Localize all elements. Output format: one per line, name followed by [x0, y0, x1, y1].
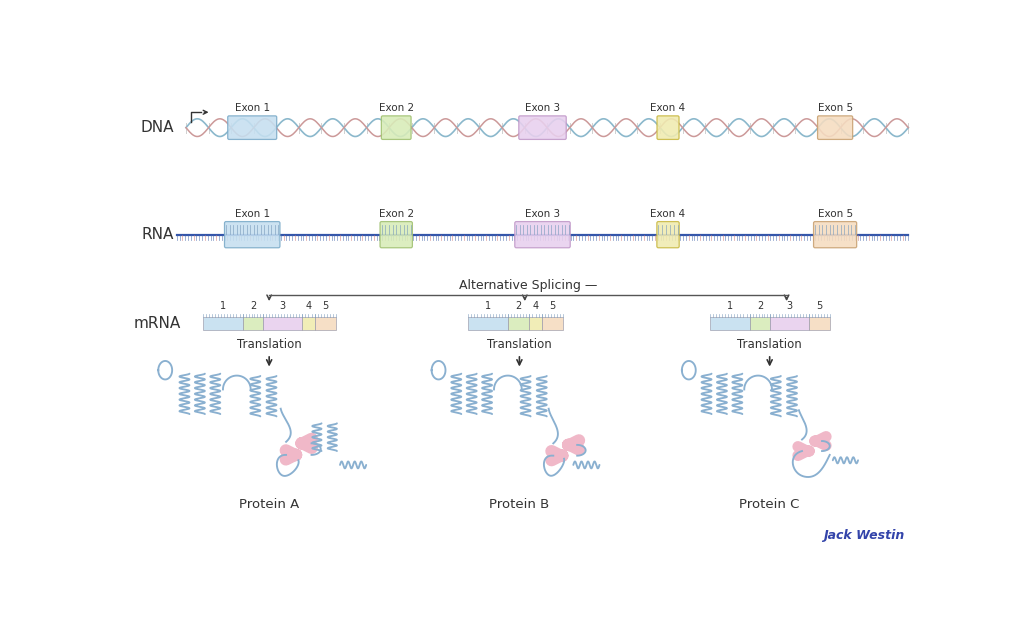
Text: Alternative Splicing —: Alternative Splicing — [459, 279, 597, 292]
FancyBboxPatch shape [519, 116, 566, 140]
FancyBboxPatch shape [657, 116, 679, 140]
Text: Exon 4: Exon 4 [650, 209, 686, 219]
Text: 4: 4 [532, 301, 539, 311]
Text: Protein B: Protein B [489, 499, 550, 512]
Text: Protein C: Protein C [739, 499, 800, 512]
FancyBboxPatch shape [710, 317, 750, 330]
FancyBboxPatch shape [203, 317, 243, 330]
Text: 1: 1 [727, 301, 733, 311]
Text: 5: 5 [550, 301, 556, 311]
FancyBboxPatch shape [770, 317, 809, 330]
FancyBboxPatch shape [515, 222, 570, 248]
Text: Exon 1: Exon 1 [234, 104, 269, 114]
FancyBboxPatch shape [243, 317, 263, 330]
Text: Exon 5: Exon 5 [817, 104, 853, 114]
Text: Exon 5: Exon 5 [817, 209, 853, 219]
FancyBboxPatch shape [380, 222, 413, 248]
FancyBboxPatch shape [817, 116, 853, 140]
Text: 2: 2 [515, 301, 522, 311]
Text: Exon 2: Exon 2 [379, 209, 414, 219]
Text: Translation: Translation [487, 338, 552, 351]
FancyBboxPatch shape [315, 317, 336, 330]
Text: Exon 2: Exon 2 [379, 104, 414, 114]
Text: 5: 5 [816, 301, 822, 311]
FancyBboxPatch shape [750, 317, 770, 330]
FancyBboxPatch shape [529, 317, 542, 330]
Text: RNA: RNA [141, 227, 174, 242]
Text: 1: 1 [485, 301, 492, 311]
Text: 2: 2 [250, 301, 256, 311]
Text: Exon 4: Exon 4 [650, 104, 686, 114]
Text: Exon 3: Exon 3 [525, 104, 560, 114]
Text: 5: 5 [323, 301, 329, 311]
FancyBboxPatch shape [656, 222, 679, 248]
Text: 3: 3 [280, 301, 286, 311]
FancyBboxPatch shape [809, 317, 829, 330]
FancyBboxPatch shape [224, 222, 280, 248]
FancyBboxPatch shape [813, 222, 857, 248]
Text: DNA: DNA [140, 120, 174, 135]
Text: Protein A: Protein A [239, 499, 299, 512]
FancyBboxPatch shape [227, 116, 276, 140]
Text: Exon 3: Exon 3 [525, 209, 560, 219]
Text: Translation: Translation [737, 338, 802, 351]
FancyBboxPatch shape [263, 317, 302, 330]
Text: 1: 1 [219, 301, 225, 311]
FancyBboxPatch shape [508, 317, 529, 330]
Text: Exon 1: Exon 1 [234, 209, 269, 219]
Text: 4: 4 [305, 301, 311, 311]
Text: 3: 3 [786, 301, 793, 311]
Text: mRNA: mRNA [134, 315, 181, 331]
FancyBboxPatch shape [542, 317, 563, 330]
FancyBboxPatch shape [302, 317, 315, 330]
FancyBboxPatch shape [381, 116, 411, 140]
Text: Translation: Translation [237, 338, 301, 351]
Text: Jack Westin: Jack Westin [823, 529, 904, 542]
FancyBboxPatch shape [468, 317, 508, 330]
Text: 2: 2 [757, 301, 763, 311]
